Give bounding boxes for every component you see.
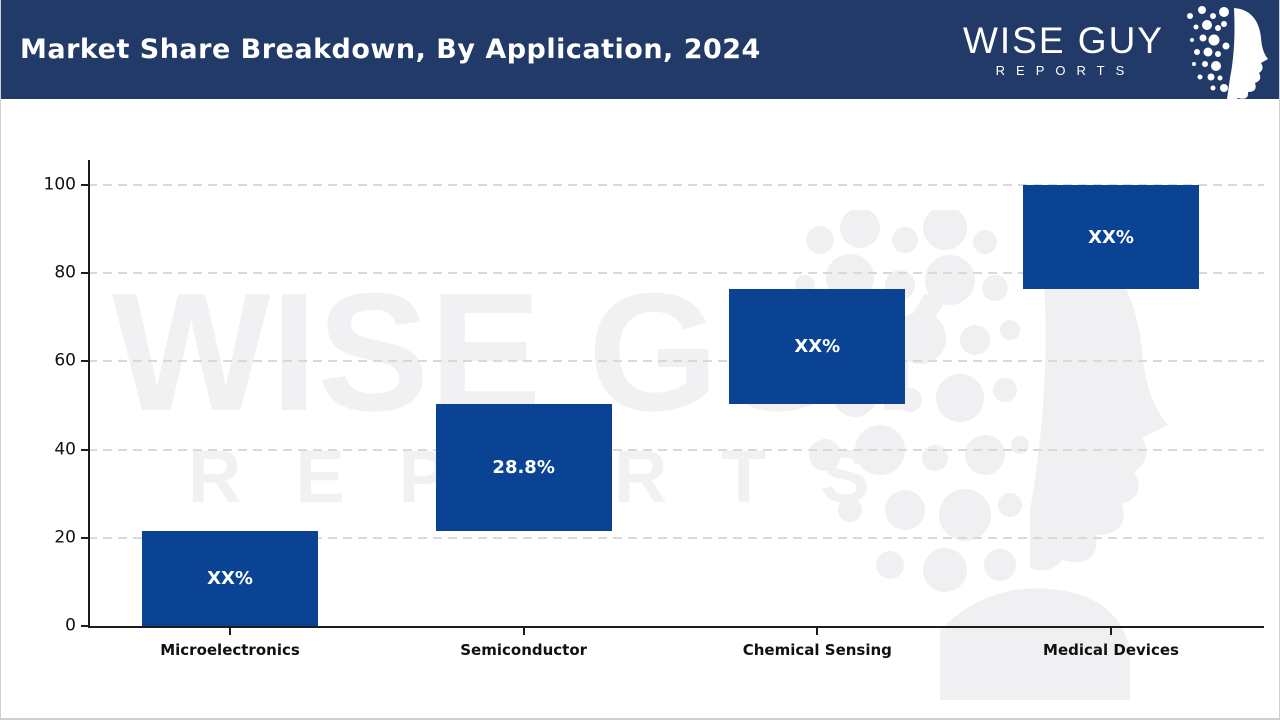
bar-chemical-sensing: XX%	[729, 289, 906, 405]
y-tick	[81, 625, 88, 627]
bar-semiconductor: 28.8%	[435, 404, 612, 532]
y-tick	[81, 448, 88, 451]
y-tick	[81, 536, 88, 539]
brand-logo: WISE GUY REPORTS	[963, 0, 1280, 99]
y-gridline	[88, 272, 1264, 275]
y-tick-label: 0	[65, 615, 76, 636]
y-gridline	[88, 448, 1264, 451]
x-category-label: Semiconductor	[460, 641, 588, 659]
x-axis	[88, 626, 1264, 628]
y-tick-label: 100	[43, 174, 76, 195]
bar-medical-devices: XX%	[1023, 185, 1199, 290]
brand-face-icon	[1187, 6, 1268, 99]
y-tick-label: 20	[54, 527, 76, 548]
y-gridline	[88, 184, 1264, 186]
brand-name: WISE GUY	[962, 19, 1164, 61]
x-tick	[522, 628, 525, 635]
header-bar: Market Share Breakdown, By Application, …	[0, 0, 1280, 99]
bar-microelectronics: XX%	[142, 531, 318, 626]
y-gridline	[88, 360, 1264, 363]
watermark-face-icon	[793, 210, 1168, 700]
y-tick-label: 40	[54, 439, 76, 460]
bar-value-label: XX%	[794, 336, 841, 358]
y-axis	[88, 160, 90, 626]
bar-value-label: XX%	[207, 568, 253, 590]
brand-logo-text: WISE GUY REPORTS	[963, 22, 1164, 78]
y-tick	[81, 360, 88, 363]
y-gridline	[88, 536, 1264, 539]
y-tick-label: 80	[54, 262, 76, 283]
bar-value-label: 28.8%	[492, 457, 555, 479]
x-tick	[229, 628, 231, 635]
bar-value-label: XX%	[1088, 226, 1134, 248]
y-tick-label: 60	[54, 350, 76, 371]
x-category-label: Microelectronics	[160, 641, 300, 659]
x-tick	[1110, 628, 1112, 635]
y-tick	[81, 184, 88, 186]
page-title: Market Share Breakdown, By Application, …	[20, 34, 761, 65]
y-tick	[81, 272, 88, 275]
x-category-label: Chemical Sensing	[742, 641, 892, 659]
x-category-label: Medical Devices	[1043, 641, 1179, 659]
brand-subtitle: REPORTS	[995, 62, 1136, 78]
x-tick	[816, 628, 819, 635]
